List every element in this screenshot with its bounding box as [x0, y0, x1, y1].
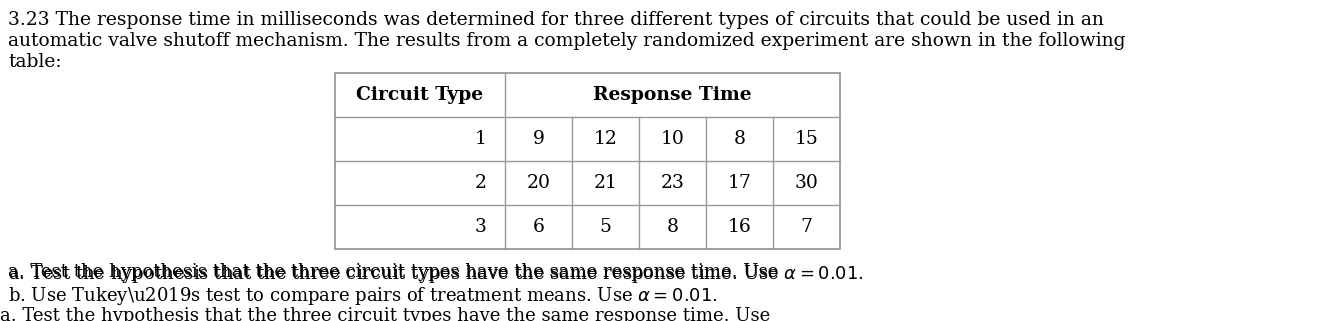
Text: a. Test the hypothesis that the three circuit types have the same response time.: a. Test the hypothesis that the three ci… — [8, 263, 864, 285]
Text: 3.23 The response time in milliseconds was determined for three different types : 3.23 The response time in milliseconds w… — [8, 11, 1103, 29]
Text: 12: 12 — [594, 130, 618, 148]
Text: 3: 3 — [475, 218, 487, 236]
Text: 10: 10 — [660, 130, 684, 148]
Text: table:: table: — [8, 53, 61, 71]
Text: automatic valve shutoff mechanism. The results from a completely randomized expe: automatic valve shutoff mechanism. The r… — [8, 32, 1126, 50]
Text: a. Test the hypothesis that the three circuit types have the same response time.: a. Test the hypothesis that the three ci… — [0, 307, 776, 321]
Text: 8: 8 — [667, 218, 679, 236]
Text: Circuit Type: Circuit Type — [356, 86, 483, 104]
Text: 1: 1 — [475, 130, 487, 148]
Text: Response Time: Response Time — [594, 86, 752, 104]
Text: 5: 5 — [599, 218, 611, 236]
Text: 7: 7 — [800, 218, 812, 236]
Text: 6: 6 — [532, 218, 544, 236]
Text: 16: 16 — [727, 218, 751, 236]
Text: 2: 2 — [475, 174, 487, 192]
Text: b. Use Tukey\u2019s test to compare pairs of treatment means. Use $\alpha = 0.01: b. Use Tukey\u2019s test to compare pair… — [8, 285, 718, 307]
Text: 8: 8 — [734, 130, 746, 148]
Text: 23: 23 — [660, 174, 684, 192]
Text: 17: 17 — [727, 174, 751, 192]
Text: 30: 30 — [795, 174, 819, 192]
Text: 15: 15 — [795, 130, 819, 148]
Text: 21: 21 — [594, 174, 618, 192]
Text: 20: 20 — [527, 174, 551, 192]
Bar — [335, 73, 840, 249]
Text: 9: 9 — [532, 130, 544, 148]
Text: a. Test the hypothesis that the three circuit types have the same response time.: a. Test the hypothesis that the three ci… — [8, 263, 784, 281]
